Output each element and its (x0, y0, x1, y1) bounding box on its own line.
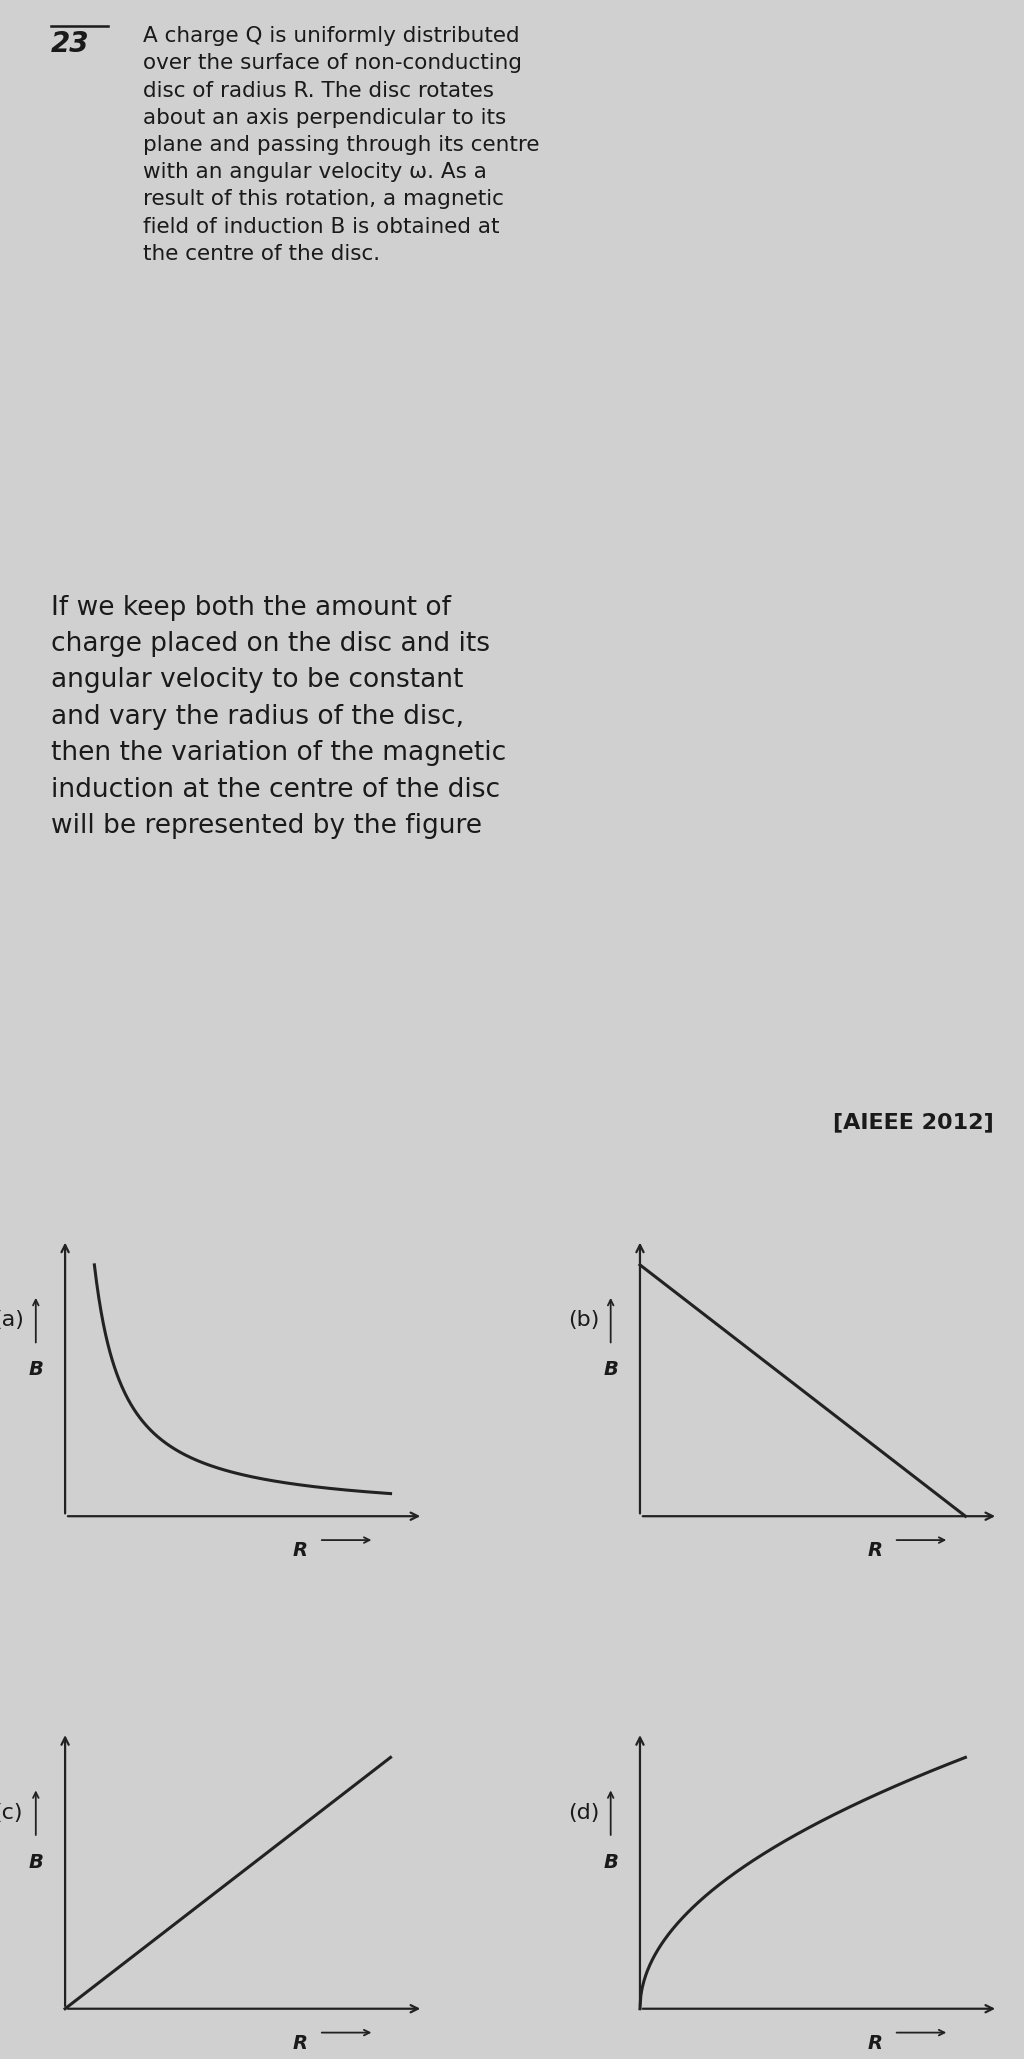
Text: B: B (29, 1853, 43, 1872)
Text: B: B (29, 1361, 43, 1380)
Text: [AIEEE 2012]: [AIEEE 2012] (833, 1112, 993, 1132)
Text: R: R (293, 1542, 308, 1561)
Text: B: B (603, 1361, 618, 1380)
Text: (a): (a) (0, 1310, 25, 1330)
Text: A charge Q is uniformly distributed
over the surface of non-conducting
disc of r: A charge Q is uniformly distributed over… (143, 27, 540, 264)
Text: (c): (c) (0, 1802, 23, 1822)
Text: 23: 23 (51, 29, 90, 58)
Text: R: R (293, 2034, 308, 2053)
Text: If we keep both the amount of
charge placed on the disc and its
angular velocity: If we keep both the amount of charge pla… (51, 595, 507, 838)
Text: (b): (b) (568, 1310, 600, 1330)
Text: B: B (603, 1853, 618, 1872)
Text: R: R (867, 2034, 883, 2053)
Text: R: R (867, 1542, 883, 1561)
Text: (d): (d) (568, 1802, 600, 1822)
